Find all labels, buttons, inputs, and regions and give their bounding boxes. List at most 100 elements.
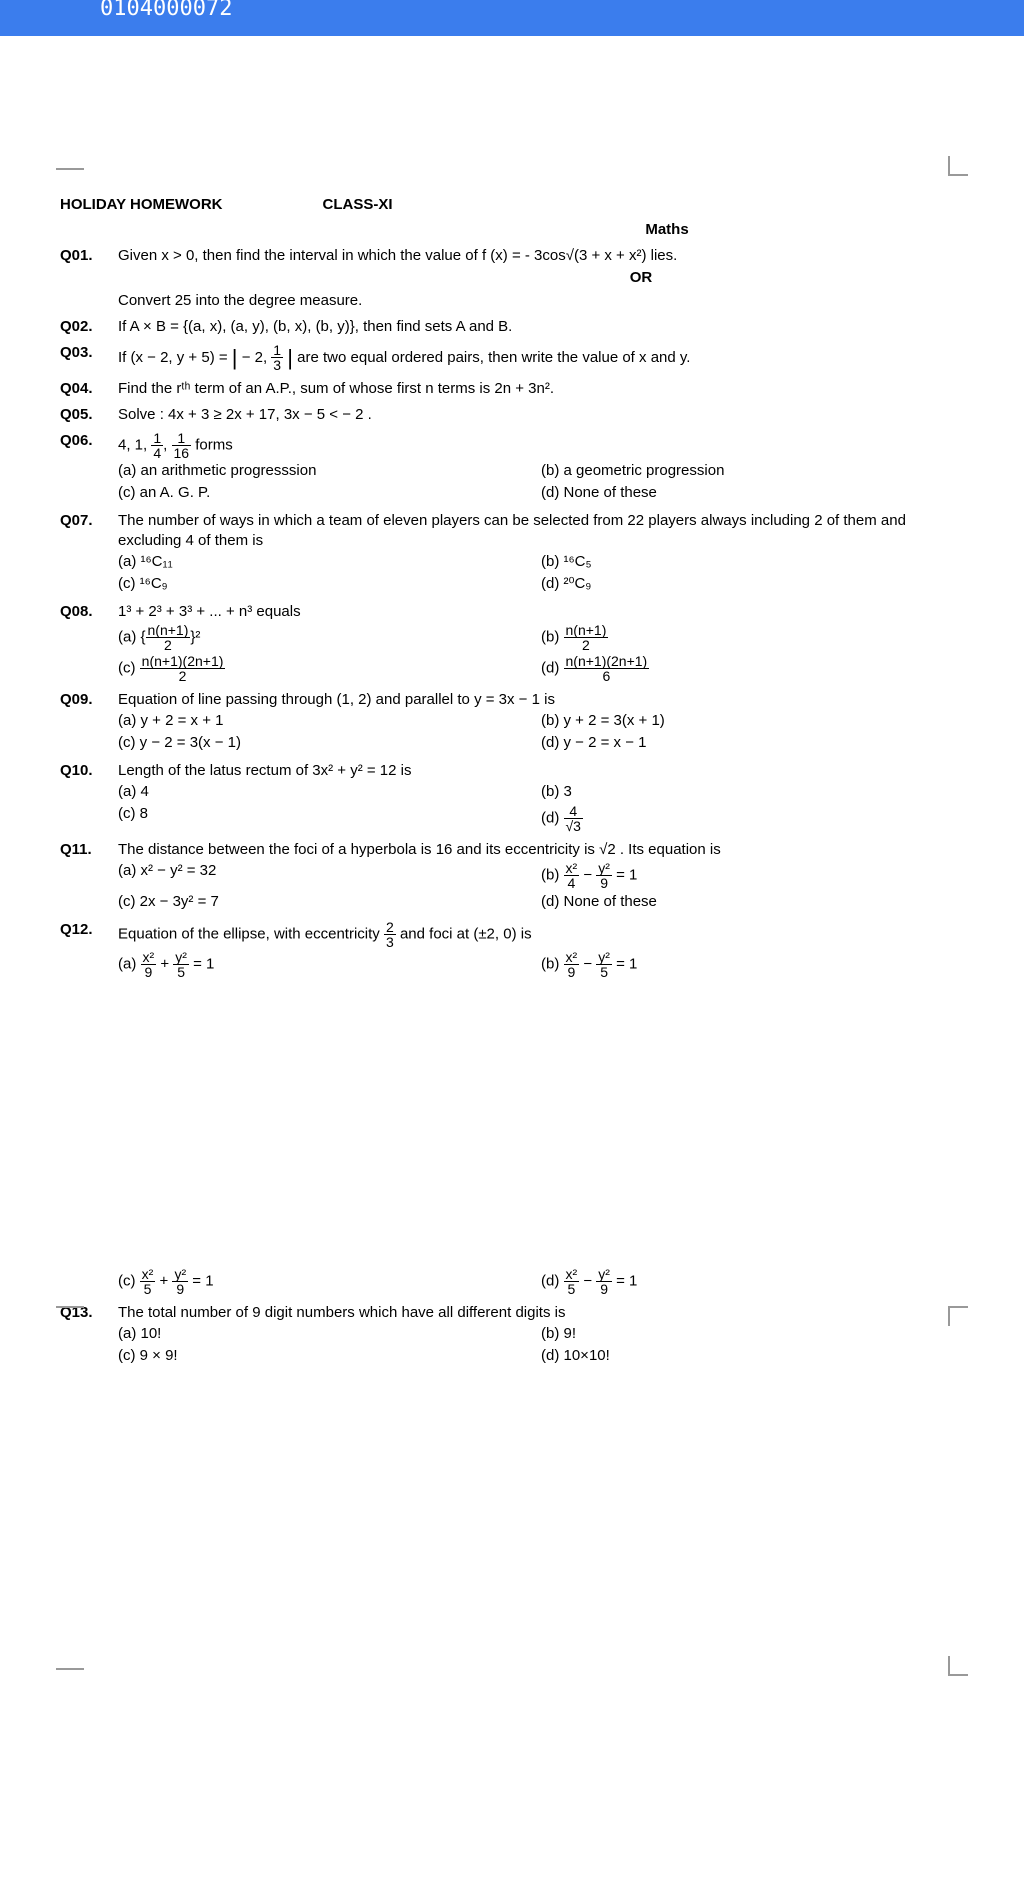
- options: (a) 4 (b) 3 (c) 8 (d) 4√3: [118, 781, 964, 834]
- question-number: Q05.: [60, 405, 118, 425]
- question-number: Q04.: [60, 379, 118, 399]
- question-07: Q07. The number of ways in which a team …: [60, 511, 964, 596]
- option-c: (c) 9 × 9!: [118, 1345, 541, 1367]
- option-c: (c) 8: [118, 803, 541, 834]
- options: (a) x²9 + y²5 = 1 (b) x²9 − y²5 = 1: [118, 949, 964, 980]
- option-b: (b) 3: [541, 781, 964, 803]
- page-gap: [60, 986, 964, 1246]
- question-09: Q09. Equation of line passing through (1…: [60, 690, 964, 755]
- header-right: CLASS-XI: [323, 196, 393, 213]
- option-c: (c) y − 2 = 3(x − 1): [118, 732, 541, 754]
- option-c: (c) n(n+1)(2n+1)2: [118, 653, 541, 684]
- question-number: Q02.: [60, 317, 118, 337]
- question-text: The total number of 9 digit numbers whic…: [118, 1304, 565, 1321]
- option-b: (b) x²4 − y²9 = 1: [541, 860, 964, 891]
- pair-close: |: [287, 345, 293, 370]
- seq: 4, 1,: [118, 437, 151, 454]
- option-d: (d) n(n+1)(2n+1)6: [541, 653, 964, 684]
- question-number: Q10.: [60, 761, 118, 835]
- options: (a) y + 2 = x + 1 (b) y + 2 = 3(x + 1) (…: [118, 710, 964, 755]
- question-text: Length of the latus rectum of 3x² + y² =…: [118, 762, 412, 779]
- option-d: (d) y − 2 = x − 1: [541, 732, 964, 754]
- option-b: (b) ¹⁶C₅: [541, 551, 964, 573]
- question-number: Q12.: [60, 920, 118, 980]
- crop-mark: [56, 1306, 84, 1320]
- question-text: Find the rᵗʰ term of an A.P., sum of who…: [118, 379, 964, 399]
- option-c: (c) 2x − 3y² = 7: [118, 891, 541, 913]
- options: (c) x²5 + y²9 = 1 (d) x²5 − y²9 = 1: [118, 1266, 964, 1297]
- question-11: Q11. The distance between the foci of a …: [60, 840, 964, 914]
- question-number: Q06.: [60, 431, 118, 505]
- options: (a) an arithmetic progresssion (b) a geo…: [118, 460, 964, 505]
- option-c: (c) x²5 + y²9 = 1: [118, 1266, 541, 1297]
- crop-mark: [948, 1656, 968, 1676]
- question-04: Q04. Find the rᵗʰ term of an A.P., sum o…: [60, 379, 964, 399]
- browser-topbar: 0104000072: [0, 0, 1024, 36]
- crop-mark: [948, 1306, 968, 1326]
- question-text-b: are two equal ordered pairs, then write …: [297, 349, 690, 366]
- question-text: If A × B = {(a, x), (a, y), (b, x), (b, …: [118, 317, 964, 337]
- question-01: Q01. Given x > 0, then find the interval…: [60, 246, 964, 311]
- pair-a: − 2,: [242, 349, 267, 366]
- option-a: (a) ¹⁶C₁₁: [118, 551, 541, 573]
- option-d: (d) ²⁰C₉: [541, 573, 964, 595]
- question-text: Equation of the ellipse, with eccentrici…: [118, 925, 384, 942]
- options: (a) ¹⁶C₁₁ (b) ¹⁶C₅ (c) ¹⁶C₉ (d) ²⁰C₉: [118, 551, 964, 596]
- option-c: (c) an A. G. P.: [118, 482, 541, 504]
- option-c: (c) ¹⁶C₉: [118, 573, 541, 595]
- option-a: (a) y + 2 = x + 1: [118, 710, 541, 732]
- question-02: Q02. If A × B = {(a, x), (a, y), (b, x),…: [60, 317, 964, 337]
- option-d: (d) 10×10!: [541, 1345, 964, 1367]
- option-a: (a) an arithmetic progresssion: [118, 460, 541, 482]
- crop-mark: [56, 1656, 84, 1670]
- question-text-b: and foci at (±2, 0) is: [400, 925, 532, 942]
- crop-mark: [948, 156, 968, 176]
- subject-label: Maths: [370, 221, 964, 238]
- option-b: (b) x²9 − y²5 = 1: [541, 949, 964, 980]
- question-text: Solve : 4x + 3 ≥ 2x + 17, 3x − 5 < − 2 .: [118, 405, 964, 425]
- option-a: (a) 4: [118, 781, 541, 803]
- option-b: (b) a geometric progression: [541, 460, 964, 482]
- pair-open: |: [232, 345, 238, 370]
- option-d: (d) None of these: [541, 891, 964, 913]
- option-b: (b) 9!: [541, 1323, 964, 1345]
- question-number: Q07.: [60, 511, 118, 596]
- forms: forms: [195, 437, 233, 454]
- option-d: (d) x²5 − y²9 = 1: [541, 1266, 964, 1297]
- option-d: (d) 4√3: [541, 803, 964, 834]
- option-a: (a) x²9 + y²5 = 1: [118, 949, 541, 980]
- question-12-cont: (c) x²5 + y²9 = 1 (d) x²5 − y²9 = 1: [60, 1266, 964, 1297]
- document-page: HOLIDAY HOMEWORK CLASS-XI Maths Q01. Giv…: [20, 66, 1004, 1766]
- question-text: The number of ways in which a team of el…: [118, 512, 906, 549]
- or-label: OR: [318, 268, 964, 288]
- header: HOLIDAY HOMEWORK CLASS-XI: [60, 196, 964, 213]
- question-number: Q03.: [60, 343, 118, 373]
- question-text-alt: Convert 25 into the degree measure.: [118, 292, 362, 309]
- fraction: 1 3: [271, 343, 283, 372]
- option-b: (b) n(n+1)2: [541, 622, 964, 653]
- fraction: 116: [172, 431, 192, 460]
- option-d: (d) None of these: [541, 482, 964, 504]
- option-a: (a) 10!: [118, 1323, 541, 1345]
- question-number: Q08.: [60, 602, 118, 684]
- option-a: (a) {n(n+1)2}²: [118, 622, 541, 653]
- question-08: Q08. 1³ + 2³ + 3³ + ... + n³ equals (a) …: [60, 602, 964, 684]
- topbar-text: 0104000072: [100, 0, 232, 21]
- question-number-spacer: [60, 1266, 118, 1297]
- question-text: Equation of line passing through (1, 2) …: [118, 691, 555, 708]
- question-text: If (x − 2, y + 5) =: [118, 349, 232, 366]
- question-number: Q01.: [60, 246, 118, 311]
- question-05: Q05. Solve : 4x + 3 ≥ 2x + 17, 3x − 5 < …: [60, 405, 964, 425]
- question-text: The distance between the foci of a hyper…: [118, 841, 721, 858]
- header-left: HOLIDAY HOMEWORK: [60, 196, 223, 213]
- question-03: Q03. If (x − 2, y + 5) = | − 2, 1 3 | ar…: [60, 343, 964, 373]
- fraction: 14: [151, 431, 163, 460]
- options: (a) x² − y² = 32 (b) x²4 − y²9 = 1 (c) 2…: [118, 860, 964, 913]
- question-number: Q09.: [60, 690, 118, 755]
- option-b: (b) y + 2 = 3(x + 1): [541, 710, 964, 732]
- question-12: Q12. Equation of the ellipse, with eccen…: [60, 920, 964, 980]
- question-text: Given x > 0, then find the interval in w…: [118, 247, 677, 264]
- question-06: Q06. 4, 1, 14, 116 forms (a) an arithmet…: [60, 431, 964, 505]
- fraction: 23: [384, 920, 396, 949]
- question-number: Q11.: [60, 840, 118, 914]
